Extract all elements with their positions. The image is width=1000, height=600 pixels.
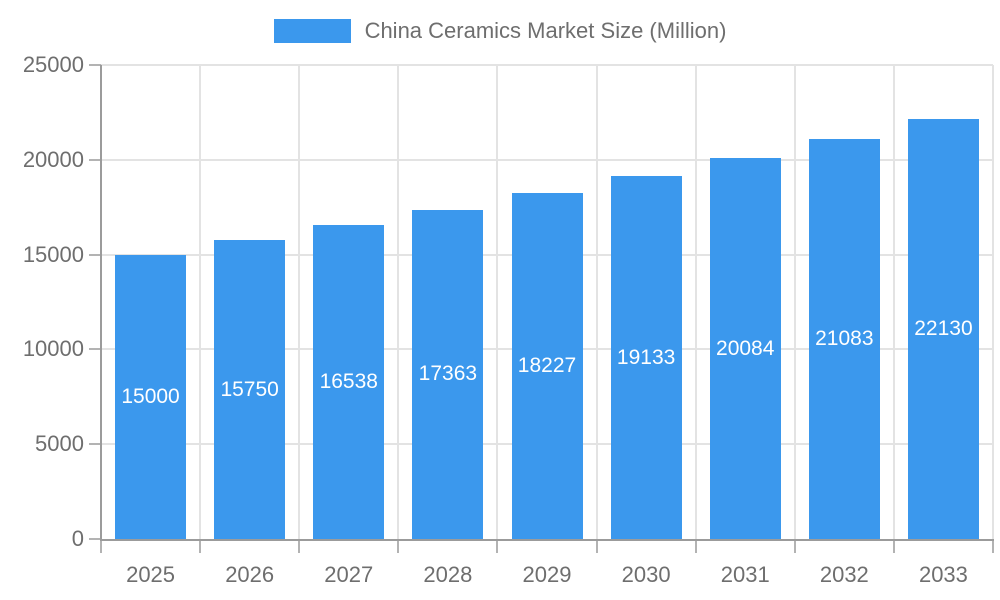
x-axis-tick xyxy=(892,541,895,553)
bar: 21083 xyxy=(808,139,880,539)
x-gridline xyxy=(595,65,598,539)
bar-value-label: 17363 xyxy=(418,362,478,386)
x-gridline xyxy=(199,65,202,539)
x-axis-tick-label: 2026 xyxy=(225,562,275,587)
x-gridline xyxy=(496,65,499,539)
y-axis-tick-label: 15000 xyxy=(22,241,84,267)
legend: China Ceramics Market Size (Million) xyxy=(0,18,1000,44)
x-gridline xyxy=(298,65,301,539)
bar: 15750 xyxy=(214,240,286,539)
x-axis-tick xyxy=(694,541,697,553)
legend-label: China Ceramics Market Size (Million) xyxy=(364,18,727,43)
y-axis-tick xyxy=(89,64,101,66)
legend-swatch-icon xyxy=(273,19,351,43)
bar-value-label: 19133 xyxy=(616,345,676,369)
x-gridline xyxy=(397,65,400,539)
y-axis-tick xyxy=(89,158,101,161)
bar: 18227 xyxy=(511,193,583,539)
bar: 19133 xyxy=(610,176,682,539)
x-gridline xyxy=(992,65,994,539)
x-axis-tick xyxy=(496,541,499,553)
legend-item[interactable]: China Ceramics Market Size (Million) xyxy=(273,18,727,44)
x-axis-tick-label: 2031 xyxy=(720,562,770,587)
bar-value-label: 20084 xyxy=(716,336,775,360)
y-axis-tick-label: 25000 xyxy=(22,52,84,77)
bar-value-label: 18227 xyxy=(517,354,577,378)
y-axis-tick-label: 0 xyxy=(71,526,84,551)
x-gridline xyxy=(793,65,796,539)
x-axis-tick xyxy=(992,541,994,553)
x-gridline xyxy=(694,65,697,539)
x-axis-tick xyxy=(298,541,301,553)
y-axis-line xyxy=(100,65,102,539)
bar-value-label: 15000 xyxy=(121,384,180,408)
x-axis-tick xyxy=(793,541,796,553)
x-gridline xyxy=(892,65,895,539)
bar-value-label: 21083 xyxy=(815,327,874,351)
x-axis-tick xyxy=(595,541,598,553)
y-axis-tick-label: 5000 xyxy=(35,431,84,457)
x-axis-tick xyxy=(199,541,202,553)
x-axis-tick-label: 2027 xyxy=(324,562,374,587)
y-gridline xyxy=(101,158,993,161)
y-axis-tick xyxy=(89,253,101,256)
y-axis-tick xyxy=(89,443,101,446)
x-axis-tick-label: 2032 xyxy=(819,562,869,587)
x-axis-tick-label: 2025 xyxy=(126,562,176,587)
y-axis-tick xyxy=(89,538,101,540)
x-axis-tick xyxy=(397,541,400,553)
x-axis-tick-label: 2029 xyxy=(522,562,572,587)
bar: 22130 xyxy=(907,119,979,539)
y-axis-tick-label: 20000 xyxy=(22,146,84,172)
y-axis-tick xyxy=(89,348,101,351)
x-axis-tick xyxy=(100,541,102,553)
x-axis-tick-label: 2030 xyxy=(621,562,671,587)
bar-value-label: 22130 xyxy=(914,317,973,341)
x-axis-tick-label: 2028 xyxy=(423,562,473,587)
y-gridline xyxy=(101,64,993,66)
x-axis-line xyxy=(100,539,994,541)
bar: 20084 xyxy=(709,158,781,539)
bar: 15000 xyxy=(115,254,187,539)
bar-value-label: 15750 xyxy=(220,377,279,401)
bar-value-label: 16538 xyxy=(319,370,378,394)
bar: 17363 xyxy=(412,209,484,539)
bar: 16538 xyxy=(313,225,385,539)
x-axis-tick-label: 2033 xyxy=(918,562,968,587)
y-axis-tick-label: 10000 xyxy=(22,336,84,362)
